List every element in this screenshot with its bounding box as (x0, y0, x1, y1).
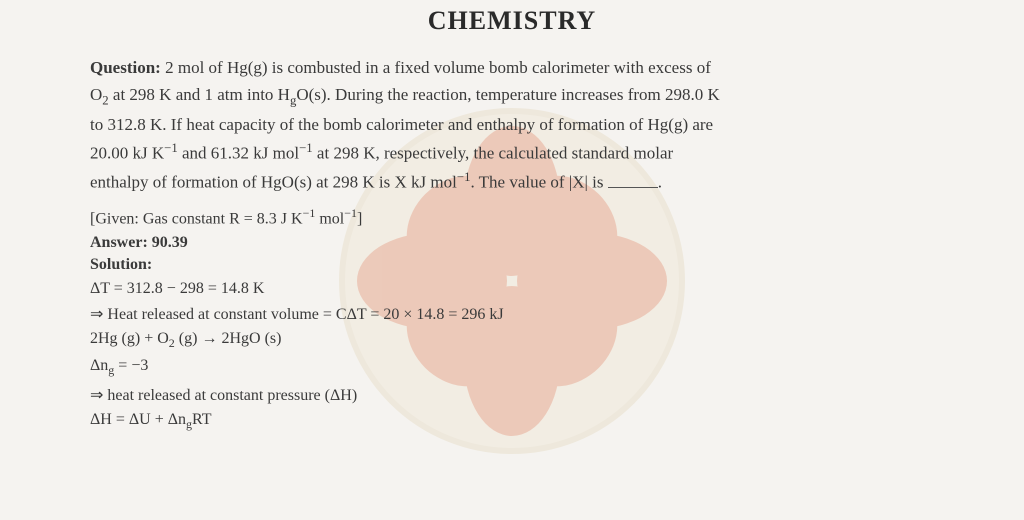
sol-line2: ⇒ Heat released at constant volume = CΔT… (90, 304, 934, 324)
given-a: [Given: Gas constant R = 8.3 J K (90, 210, 303, 227)
sol-line4: Δng = −3 (90, 357, 934, 378)
sol-l6b: RT (192, 411, 211, 428)
page-content: CHEMISTRY Question: 2 mol of Hg(g) is co… (90, 6, 934, 432)
q-l5a: enthalpy of formation of HgO(s) at 298 K… (90, 173, 457, 192)
given-line: [Given: Gas constant R = 8.3 J K−1 mol−1… (90, 206, 934, 228)
given-sup2: −1 (344, 206, 357, 220)
sol-line5: ⇒ heat released at constant pressure (ΔH… (90, 385, 934, 405)
q-l4c: at 298 K, respectively, the calculated s… (313, 144, 673, 163)
sol-l4a: Δn (90, 357, 108, 374)
question-label: Question: (90, 58, 161, 77)
sol-line3: 2Hg (g) + O2 (g) → 2HgO (s) (90, 330, 934, 351)
sol-l3b: (g) → 2HgO (s) (175, 330, 282, 347)
q-l3: to 312.8 K. If heat capacity of the bomb… (90, 115, 713, 134)
sol-line6: ΔH = ΔU + ΔngRT (90, 411, 934, 432)
q-l4-sup2: −1 (299, 141, 313, 155)
sol-l4b: = −3 (114, 357, 148, 374)
answer-value: 90.39 (152, 234, 188, 251)
q-l5-sup: −1 (457, 170, 471, 184)
blank-fill (608, 171, 658, 188)
given-b: mol (315, 210, 344, 227)
sol-l6a: ΔH = ΔU + Δn (90, 411, 186, 428)
answer-label: Answer: (90, 234, 148, 251)
sol-l3a: 2Hg (g) + O (90, 330, 169, 347)
answer-line: Answer: 90.39 (90, 234, 934, 252)
q-l2a: O (90, 85, 102, 104)
solution-label: Solution: (90, 256, 934, 274)
q-l4b: and 61.32 kJ mol (178, 144, 299, 163)
q-l5b: . The value of |X| is (470, 173, 607, 192)
q-l4a: 20.00 kJ K (90, 144, 164, 163)
q-l2b: at 298 K and 1 atm into H (109, 85, 290, 104)
q-l2c: O(s). During the reaction, temperature i… (296, 85, 719, 104)
question-line1: 2 mol of Hg(g) is combusted in a fixed v… (165, 58, 711, 77)
given-c: ] (357, 210, 362, 227)
sol-line1: ΔT = 312.8 − 298 = 14.8 K (90, 280, 934, 298)
q-l4-sup1: −1 (164, 141, 178, 155)
question-block: Question: 2 mol of Hg(g) is combusted in… (90, 54, 934, 196)
given-sup1: −1 (303, 206, 316, 220)
page-title: CHEMISTRY (90, 6, 934, 36)
q-l5c: . (658, 173, 662, 192)
